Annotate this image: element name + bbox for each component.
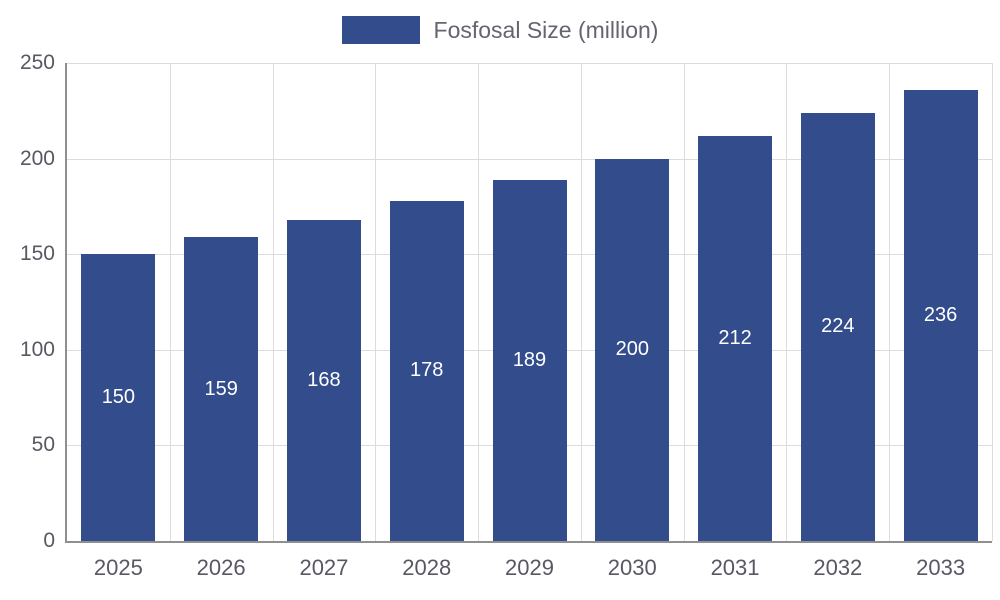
y-axis-tick-label: 0 bbox=[43, 529, 55, 552]
bar-2026: 159 bbox=[184, 237, 259, 541]
x-axis-tick-label: 2026 bbox=[196, 555, 246, 580]
bar-2030: 200 bbox=[595, 158, 670, 541]
y-axis-tick-label: 250 bbox=[19, 51, 55, 74]
h-gridline bbox=[67, 158, 992, 160]
bar-value-label: 178 bbox=[410, 359, 444, 382]
x-axis-tick-label: 2030 bbox=[607, 555, 657, 580]
v-gridline bbox=[478, 63, 480, 541]
y-axis-tick-label: 100 bbox=[19, 337, 55, 361]
x-axis-tick-label: 2029 bbox=[505, 555, 554, 580]
v-gridline bbox=[889, 63, 891, 541]
bar-2032: 224 bbox=[800, 112, 875, 541]
v-gridline bbox=[375, 63, 377, 541]
legend-label: Fosfosal Size (million) bbox=[433, 16, 659, 43]
bar-value-label: 189 bbox=[512, 348, 547, 371]
legend-swatch bbox=[341, 16, 420, 44]
h-gridline bbox=[67, 63, 992, 64]
x-axis-tick-label: 2031 bbox=[710, 555, 760, 580]
bar-value-label: 224 bbox=[821, 315, 855, 338]
plot-area: 0 50 100 150 200 250 150 2025 159 2026 168 2027 178 2… bbox=[20, 51, 993, 580]
bar-2031: 212 bbox=[698, 135, 773, 541]
bar-value-label: 236 bbox=[923, 303, 958, 326]
bar-2033: 236 bbox=[903, 89, 978, 541]
y-axis-tick-label: 150 bbox=[19, 242, 55, 266]
bar-value-label: 212 bbox=[718, 326, 752, 349]
v-gridline bbox=[580, 63, 582, 541]
v-gridline bbox=[992, 63, 993, 541]
bar-2025: 150 bbox=[81, 254, 156, 541]
v-gridline bbox=[169, 63, 171, 541]
y-axis-tick-label: 50 bbox=[31, 433, 55, 457]
x-axis-tick-label: 2025 bbox=[93, 555, 143, 580]
bar-value-label: 159 bbox=[204, 377, 238, 400]
bar-value-label: 150 bbox=[101, 386, 136, 409]
x-axis-tick-label: 2033 bbox=[916, 555, 966, 580]
bar-value-label: 168 bbox=[307, 368, 341, 391]
y-axis-tick-label: 200 bbox=[19, 146, 55, 170]
bar-2027: 168 bbox=[286, 219, 361, 541]
x-axis-tick-label: 2032 bbox=[813, 555, 863, 580]
v-gridline bbox=[683, 63, 685, 541]
bar-2028: 178 bbox=[389, 200, 464, 541]
bar-2029: 189 bbox=[492, 179, 567, 541]
x-axis-tick-label: 2027 bbox=[299, 555, 349, 580]
bar-value-label: 200 bbox=[615, 338, 649, 361]
v-gridline bbox=[272, 63, 274, 541]
legend[interactable]: Fosfosal Size (million) bbox=[0, 16, 1000, 44]
v-gridline bbox=[786, 63, 788, 541]
x-axis-tick-label: 2028 bbox=[402, 555, 452, 580]
